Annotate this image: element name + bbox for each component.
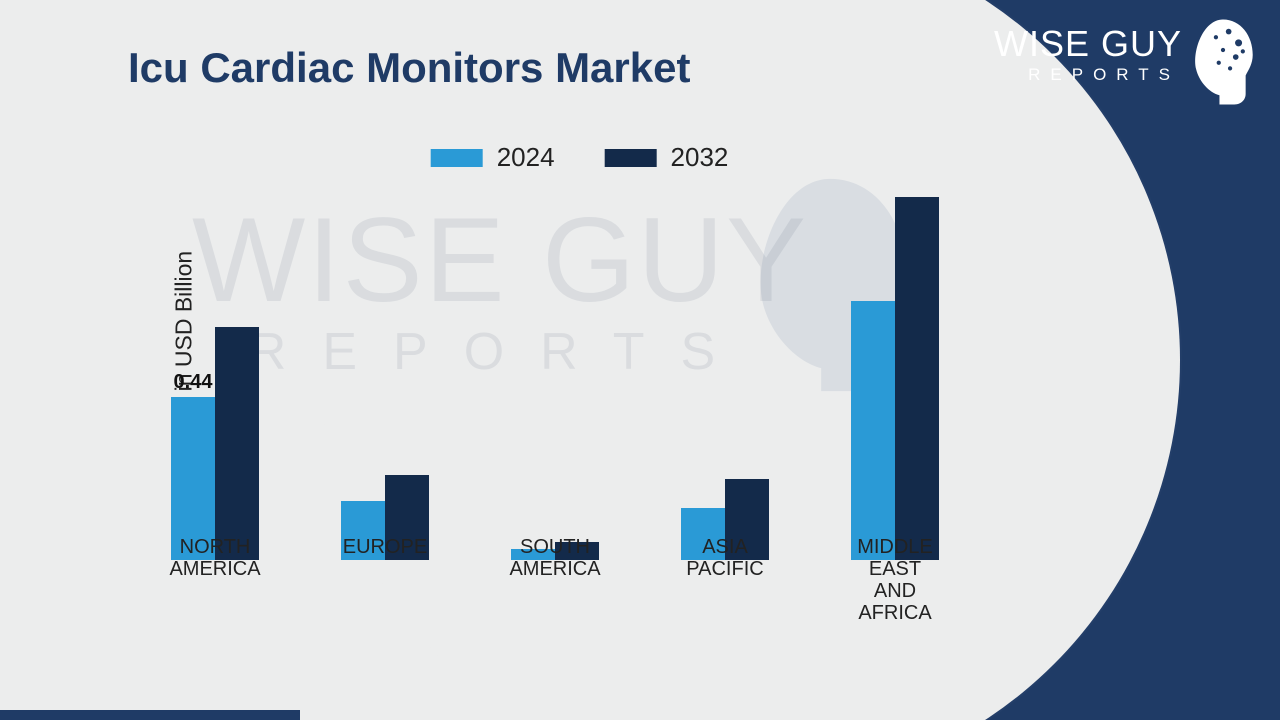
x-axis-label: SOUTHAMERICA bbox=[480, 530, 630, 624]
brand-head-icon bbox=[1184, 16, 1262, 108]
legend-item-2024: 2024 bbox=[431, 142, 555, 173]
legend-label-2024: 2024 bbox=[497, 142, 555, 173]
legend-swatch-2024 bbox=[431, 149, 483, 167]
brand-logo: WISE GUY REPORTS bbox=[994, 26, 1182, 83]
bottom-accent-bar bbox=[0, 710, 300, 720]
x-axis-label: NORTHAMERICA bbox=[140, 530, 290, 624]
bar-2032 bbox=[895, 197, 939, 560]
legend-label-2032: 2032 bbox=[671, 142, 729, 173]
chart-canvas: WISE GUY REPORTS Icu Cardiac Monitors Ma… bbox=[0, 0, 1280, 720]
x-axis-label: MIDDLEEASTANDAFRICA bbox=[820, 530, 970, 624]
chart-title: Icu Cardiac Monitors Market bbox=[128, 44, 690, 92]
plot-area: 0.44 bbox=[130, 190, 980, 560]
legend-item-2032: 2032 bbox=[605, 142, 729, 173]
bar-value-label: 0.44 bbox=[174, 371, 213, 394]
x-axis-labels: NORTHAMERICAEUROPESOUTHAMERICAASIAPACIFI… bbox=[130, 530, 980, 624]
brand-line2: REPORTS bbox=[994, 66, 1182, 83]
legend-swatch-2032 bbox=[605, 149, 657, 167]
bar-group bbox=[820, 197, 970, 560]
x-axis-label: ASIAPACIFIC bbox=[650, 530, 800, 624]
bar-groups: 0.44 bbox=[130, 190, 980, 560]
bar-group: 0.44 bbox=[140, 327, 290, 560]
bar-2024 bbox=[851, 301, 895, 560]
bar-chart: Market Size in USD Billion 2024 2032 0.4… bbox=[60, 150, 980, 620]
brand-line1: WISE GUY bbox=[994, 26, 1182, 62]
legend: 2024 2032 bbox=[431, 142, 729, 173]
x-axis-label: EUROPE bbox=[310, 530, 460, 624]
bar-2032 bbox=[215, 327, 259, 560]
